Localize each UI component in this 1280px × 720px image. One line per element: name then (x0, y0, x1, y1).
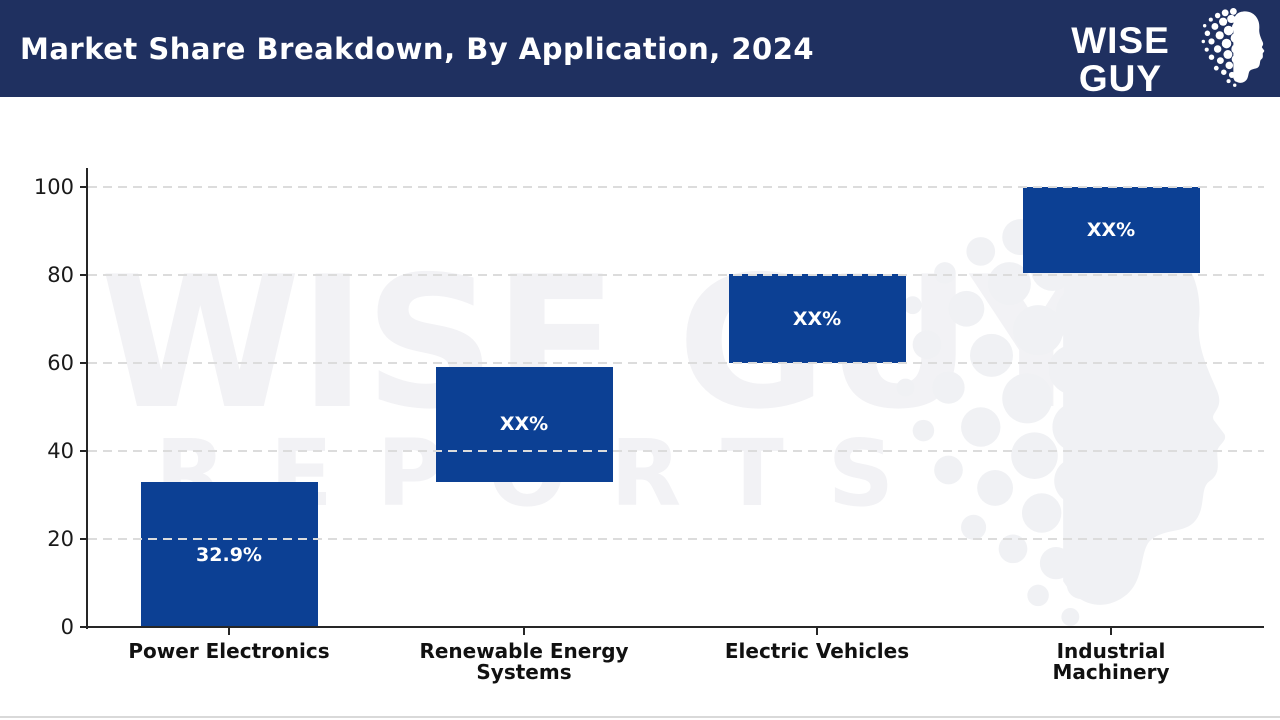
bar-value-label: XX% (499, 413, 549, 436)
x-tick-mark (523, 627, 525, 635)
logo-wise-guy-label: WISE GUY (1071, 20, 1170, 99)
bar-value-label: XX% (792, 307, 842, 330)
y-tick-label: 20 (47, 527, 74, 551)
x-axis-line (86, 626, 1264, 628)
bottom-border-line (0, 716, 1280, 718)
x-tick-mark (816, 627, 818, 635)
x-category-label: Industrial Machinery (1052, 639, 1170, 684)
logo-reports-label: R E P O R T S (1039, 100, 1208, 130)
bar-segment (435, 366, 613, 483)
x-category-label: Renewable Energy Systems (419, 639, 629, 684)
wise-guy-reports-logo: WISE GUY R E P O R T S (1033, 6, 1268, 130)
y-tick-mark (80, 626, 88, 628)
bar-value-label: XX% (1086, 219, 1136, 242)
y-axis-line (86, 168, 88, 629)
y-tick-mark (80, 450, 88, 452)
y-tick-label: 100 (33, 175, 74, 199)
y-tick-label: 80 (47, 263, 74, 287)
gridline (88, 274, 1264, 276)
x-category-label: Electric Vehicles (724, 639, 910, 663)
x-tick-mark (228, 627, 230, 635)
y-tick-label: 40 (47, 439, 74, 463)
logo-text: WISE GUY R E P O R T S (1033, 20, 1208, 131)
page-title: Market Share Breakdown, By Application, … (20, 31, 815, 66)
y-tick-mark (80, 538, 88, 540)
y-tick-mark (80, 362, 88, 364)
bar-segment (728, 273, 906, 364)
gridline (88, 362, 1264, 364)
bar-value-label: 32.9% (196, 543, 262, 566)
y-tick-label: 0 (60, 615, 74, 639)
y-tick-label: 60 (47, 351, 74, 375)
bar-segment (140, 482, 318, 627)
y-tick-mark (80, 186, 88, 188)
header-bar: Market Share Breakdown, By Application, … (0, 0, 1280, 130)
gridline (88, 538, 1264, 540)
x-category-label: Power Electronics (128, 639, 330, 663)
y-tick-mark (80, 274, 88, 276)
x-tick-mark (1110, 627, 1112, 635)
gridline (88, 186, 1264, 188)
dotted-head-icon (1201, 8, 1265, 87)
gridline (88, 450, 1264, 452)
